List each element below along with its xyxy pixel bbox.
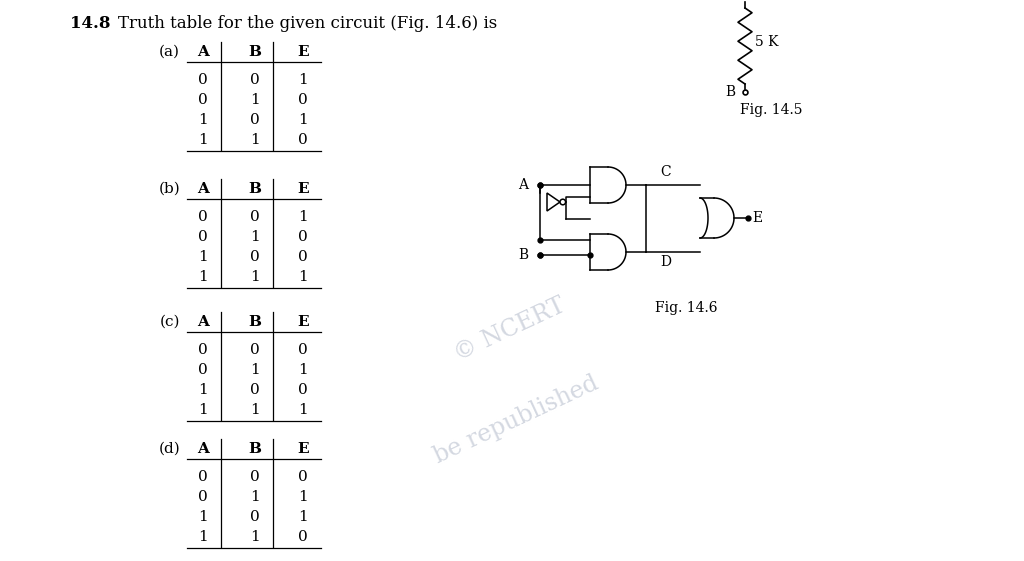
Text: 1: 1	[298, 210, 308, 224]
Text: C: C	[660, 165, 671, 179]
Text: 14.8: 14.8	[70, 15, 111, 32]
Text: 0: 0	[250, 343, 260, 357]
Text: 0: 0	[250, 383, 260, 397]
Text: 1: 1	[250, 530, 260, 544]
Text: Fig. 14.5: Fig. 14.5	[740, 103, 803, 117]
Text: 1: 1	[250, 230, 260, 244]
Text: 0: 0	[198, 230, 208, 244]
Text: B: B	[518, 248, 528, 262]
Text: 0: 0	[250, 210, 260, 224]
Text: 0: 0	[298, 250, 308, 264]
Text: 0: 0	[298, 470, 308, 484]
Text: D: D	[660, 255, 671, 269]
Text: A: A	[197, 442, 209, 456]
Text: A: A	[197, 182, 209, 196]
Text: B: B	[249, 442, 261, 456]
Text: 0: 0	[198, 93, 208, 107]
Text: 0: 0	[298, 383, 308, 397]
Text: 1: 1	[198, 403, 208, 417]
Text: B: B	[249, 182, 261, 196]
Text: 1: 1	[198, 270, 208, 284]
Text: (b): (b)	[159, 182, 180, 196]
Text: 0: 0	[198, 363, 208, 377]
Text: E: E	[752, 211, 762, 225]
Text: 1: 1	[250, 363, 260, 377]
Text: E: E	[297, 442, 309, 456]
Text: 1: 1	[298, 490, 308, 504]
Text: 0: 0	[250, 510, 260, 524]
Text: 1: 1	[298, 403, 308, 417]
Text: 1: 1	[298, 113, 308, 127]
Text: 1: 1	[198, 383, 208, 397]
Text: be republished: be republished	[430, 372, 602, 468]
Text: 0: 0	[298, 133, 308, 147]
Text: 1: 1	[250, 93, 260, 107]
Text: 0: 0	[298, 530, 308, 544]
Text: (d): (d)	[159, 442, 180, 456]
Text: B: B	[725, 85, 735, 99]
Text: E: E	[297, 45, 309, 59]
Text: 1: 1	[298, 510, 308, 524]
Text: 5 K: 5 K	[755, 35, 778, 49]
Text: 1: 1	[298, 73, 308, 87]
Text: E: E	[297, 315, 309, 329]
Text: 1: 1	[198, 510, 208, 524]
Text: 0: 0	[198, 343, 208, 357]
Text: Truth table for the given circuit (Fig. 14.6) is: Truth table for the given circuit (Fig. …	[118, 15, 498, 32]
Text: 1: 1	[250, 490, 260, 504]
Text: 1: 1	[250, 270, 260, 284]
Text: 0: 0	[298, 230, 308, 244]
Text: E: E	[297, 182, 309, 196]
Text: 0: 0	[250, 113, 260, 127]
Text: 1: 1	[198, 133, 208, 147]
Text: 0: 0	[198, 210, 208, 224]
Text: 1: 1	[198, 250, 208, 264]
Text: 0: 0	[250, 470, 260, 484]
Text: 0: 0	[250, 73, 260, 87]
Text: © NCERT: © NCERT	[450, 294, 568, 366]
Text: A: A	[518, 178, 528, 192]
Text: Fig. 14.6: Fig. 14.6	[655, 301, 718, 315]
Text: (c): (c)	[160, 315, 180, 329]
Text: A: A	[197, 45, 209, 59]
Text: B: B	[249, 45, 261, 59]
Text: 0: 0	[198, 73, 208, 87]
Text: 1: 1	[198, 113, 208, 127]
Text: (a): (a)	[159, 45, 180, 59]
Text: 0: 0	[298, 93, 308, 107]
Text: 0: 0	[198, 470, 208, 484]
Text: 1: 1	[298, 270, 308, 284]
Text: 1: 1	[198, 530, 208, 544]
Text: 0: 0	[298, 343, 308, 357]
Text: 0: 0	[250, 250, 260, 264]
Text: B: B	[249, 315, 261, 329]
Circle shape	[560, 199, 565, 205]
Text: A: A	[197, 315, 209, 329]
Text: 0: 0	[198, 490, 208, 504]
Text: 1: 1	[250, 133, 260, 147]
Text: 1: 1	[250, 403, 260, 417]
Text: 1: 1	[298, 363, 308, 377]
